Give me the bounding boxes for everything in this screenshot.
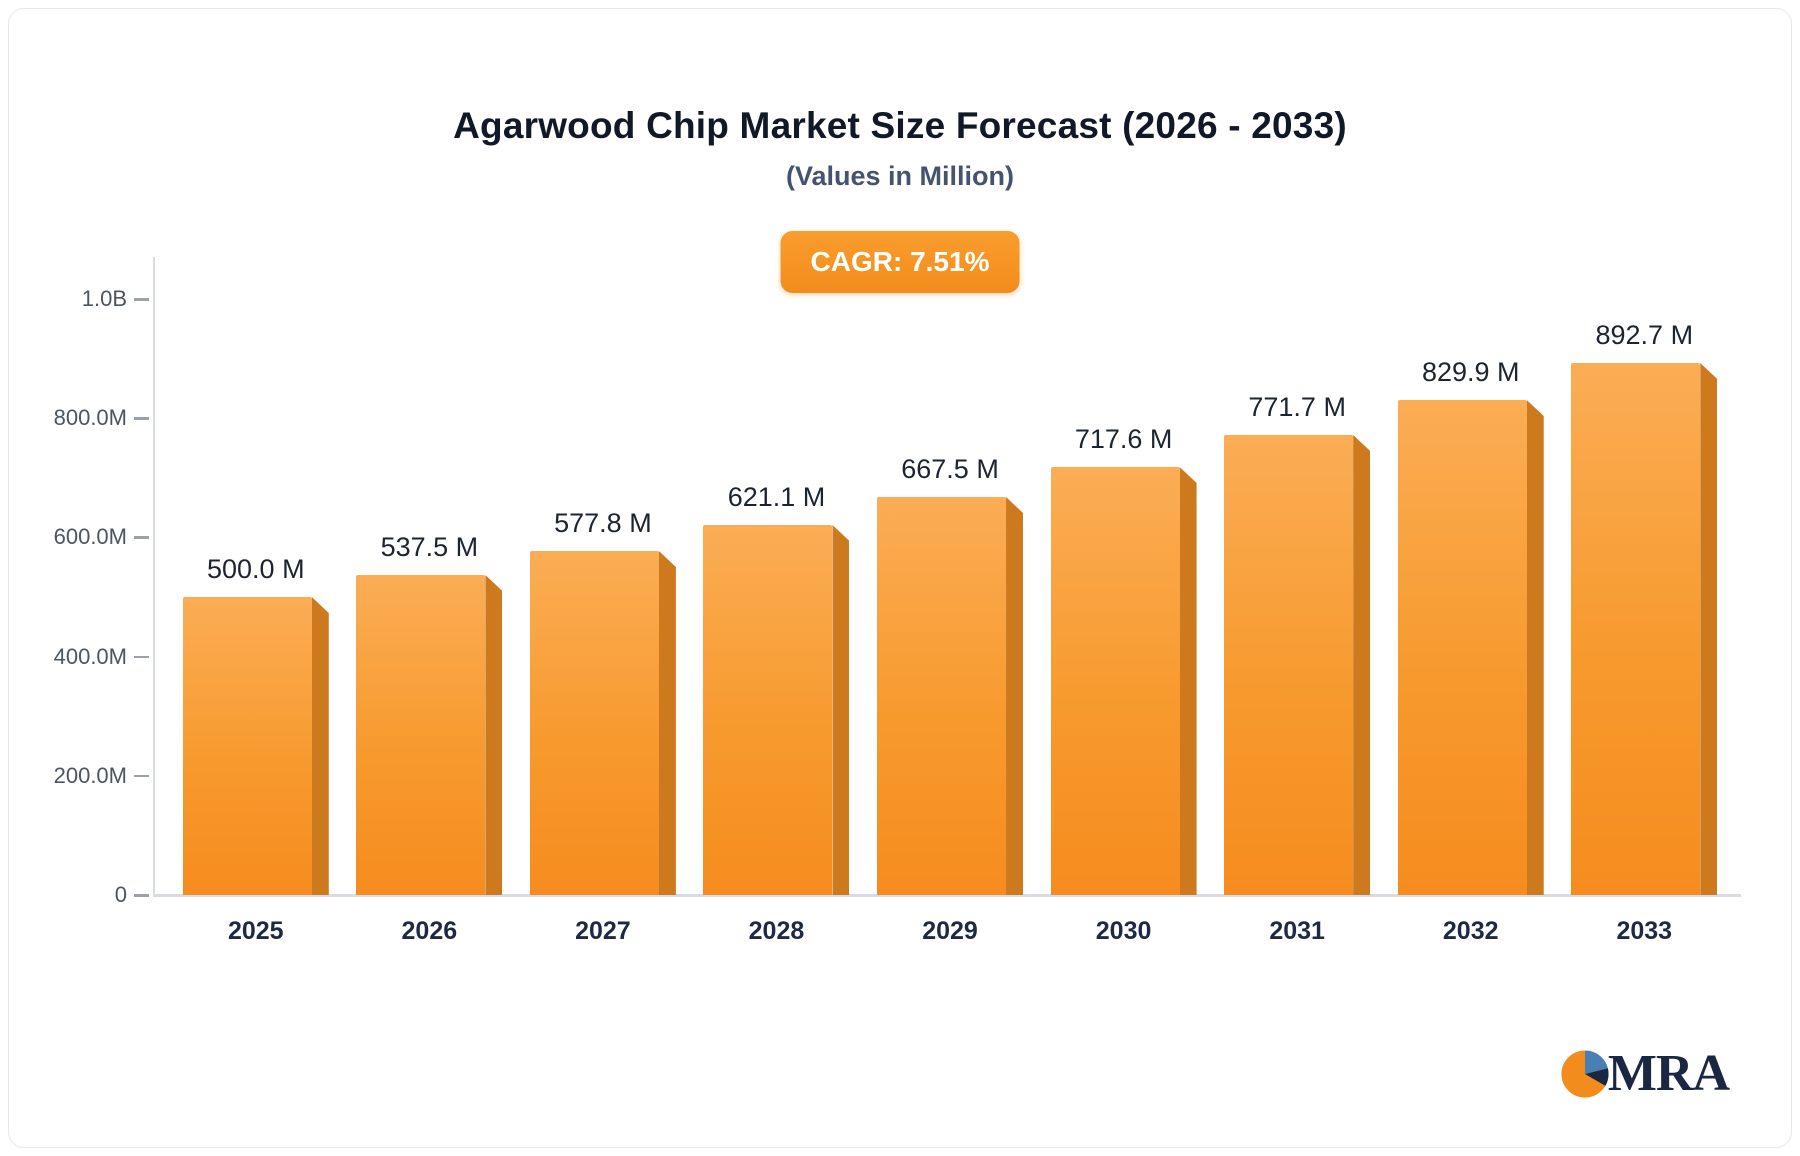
bars-area: 500.0 M 537.5 M 577.8 M 621.1 M 667.5 M	[169, 299, 1731, 895]
chart-bar	[703, 525, 850, 895]
bar-group: 577.8 M	[516, 299, 690, 895]
bar-group: 771.7 M	[1210, 299, 1384, 895]
bar-face	[1397, 400, 1527, 895]
y-tick-label: 0	[114, 882, 127, 907]
chart-bar	[877, 497, 1024, 895]
bar-face	[1571, 363, 1701, 895]
y-axis-line	[153, 257, 155, 897]
bar-side-shade	[1353, 435, 1371, 895]
cagr-badge: CAGR: 7.51%	[780, 231, 1020, 293]
x-axis-label: 2026	[401, 917, 458, 945]
brand-logo-text: MRA	[1607, 1045, 1730, 1102]
bar-face	[529, 551, 659, 895]
x-axis-labels: 2025 2026 2027 2028 2029 2030 2031 2032 2033	[169, 917, 1731, 946]
chart-bar	[529, 551, 676, 895]
bar-face	[182, 597, 312, 895]
y-tick-label: 600.0M	[53, 524, 127, 550]
bar-group: 500.0 M	[169, 299, 343, 895]
x-axis-line	[153, 894, 1741, 897]
x-axis-label: 2029	[922, 917, 978, 945]
chart-card: Agarwood Chip Market Size Forecast (2026…	[8, 8, 1792, 1148]
bar-group: 621.1 M	[690, 299, 864, 895]
bar-value-label: 621.1 M	[727, 482, 826, 512]
x-axis-label: 2027	[575, 917, 631, 945]
bar-side-shade	[1526, 400, 1544, 895]
bar-face	[1050, 467, 1180, 895]
bar-face	[877, 497, 1007, 895]
chart-bar	[182, 597, 329, 895]
chart-bar	[1224, 435, 1371, 895]
pie-logo-icon	[1560, 1049, 1610, 1099]
y-tick-mark	[134, 536, 149, 539]
chart-bar	[356, 575, 503, 895]
bar-face	[356, 575, 486, 895]
y-tick-mark	[134, 894, 149, 897]
bar-value-label: 500.0 M	[207, 554, 305, 584]
x-axis-label: 2030	[1095, 917, 1152, 945]
bar-value-label: 892.7 M	[1595, 320, 1694, 350]
bar-group: 829.9 M	[1384, 299, 1558, 895]
y-tick-mark	[134, 655, 149, 659]
y-tick-mark	[134, 417, 149, 420]
bar-group: 537.5 M	[343, 299, 517, 895]
bar-group: 667.5 M	[863, 299, 1037, 895]
bar-side-shade	[1179, 467, 1197, 895]
bar-side-shade	[832, 525, 850, 895]
x-axis-label: 2031	[1269, 917, 1325, 945]
chart-subtitle: (Values in Million)	[785, 161, 1015, 191]
x-axis-label: 2025	[227, 917, 284, 945]
bar-value-label: 771.7 M	[1248, 392, 1346, 422]
bar-chart: 0 200.0M 400.0M 600.0M 800.0M 1.0B 500.0 M 53…	[49, 257, 1751, 945]
y-tick-label: 1.0B	[81, 286, 127, 311]
bar-value-label: 537.5 M	[380, 532, 479, 562]
bar-side-shade	[1006, 497, 1024, 895]
bar-value-label: 667.5 M	[901, 454, 999, 484]
chart-bar	[1050, 467, 1197, 895]
bar-side-shade	[1700, 363, 1718, 895]
bar-value-label: 717.6 M	[1074, 424, 1173, 454]
bar-face	[703, 525, 833, 895]
y-tick-label: 400.0M	[53, 643, 127, 669]
bar-value-label: 577.8 M	[554, 508, 652, 538]
y-tick-label: 800.0M	[53, 405, 127, 431]
bar-group: 892.7 M	[1558, 299, 1732, 895]
bar-side-shade	[485, 575, 503, 895]
x-axis-label: 2032	[1442, 917, 1499, 945]
bar-value-label: 829.9 M	[1421, 357, 1520, 387]
bar-side-shade	[311, 597, 329, 895]
x-axis-label: 2028	[748, 917, 805, 945]
x-axis-label: 2033	[1616, 917, 1673, 945]
bar-group: 717.6 M	[1037, 299, 1211, 895]
bar-side-shade	[658, 551, 676, 895]
chart-bar	[1397, 400, 1544, 895]
chart-title: Agarwood Chip Market Size Forecast (2026…	[453, 105, 1347, 146]
chart-bar	[1571, 363, 1718, 895]
y-tick-mark	[134, 298, 149, 301]
y-tick-label: 200.0M	[53, 762, 127, 788]
brand-logo: MRA	[1556, 1045, 1730, 1103]
bar-face	[1224, 435, 1354, 895]
y-tick-mark	[134, 774, 149, 778]
